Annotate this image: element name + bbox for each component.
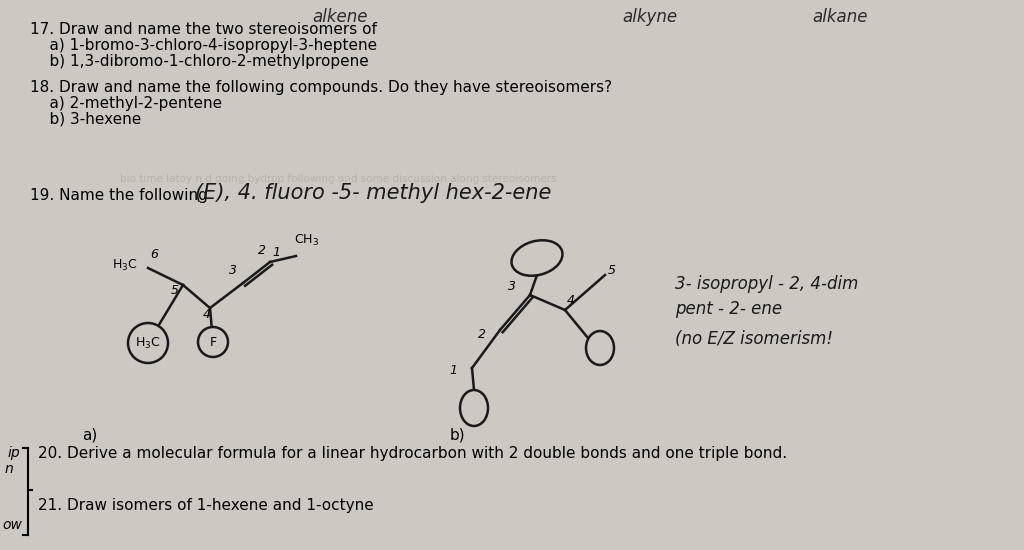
Text: b): b) xyxy=(450,428,466,443)
Text: H$_3$C: H$_3$C xyxy=(135,336,161,350)
Text: 2: 2 xyxy=(258,244,266,256)
Text: bio time latoy n d going hydrop following and some discussion along stereoisomer: bio time latoy n d going hydrop followin… xyxy=(120,174,556,184)
Text: H$_3$C: H$_3$C xyxy=(112,257,137,273)
Text: alkene: alkene xyxy=(312,8,368,26)
Text: b) 1,3-dibromo-1-chloro-2-methylpropene: b) 1,3-dibromo-1-chloro-2-methylpropene xyxy=(30,54,369,69)
Text: (E), 4. fluoro -5- methyl hex-2-ene: (E), 4. fluoro -5- methyl hex-2-ene xyxy=(195,183,551,203)
Text: 4: 4 xyxy=(203,309,211,322)
Text: 3- isopropyl - 2, 4-dim: 3- isopropyl - 2, 4-dim xyxy=(675,275,858,293)
Ellipse shape xyxy=(460,390,488,426)
Circle shape xyxy=(128,323,168,363)
Text: 3: 3 xyxy=(508,280,516,294)
Circle shape xyxy=(198,327,228,357)
Text: 1: 1 xyxy=(449,364,457,377)
Text: ip: ip xyxy=(8,446,20,460)
Text: pent - 2- ene: pent - 2- ene xyxy=(675,300,782,318)
Text: 18. Draw and name the following compounds. Do they have stereoisomers?: 18. Draw and name the following compound… xyxy=(30,80,612,95)
Text: b) 3-hexene: b) 3-hexene xyxy=(30,112,141,127)
Text: a) 2-methyl-2-pentene: a) 2-methyl-2-pentene xyxy=(30,96,222,111)
Text: alkyne: alkyne xyxy=(623,8,678,26)
Text: 17. Draw and name the two stereoisomers of: 17. Draw and name the two stereoisomers … xyxy=(30,22,377,37)
Ellipse shape xyxy=(512,240,562,276)
Text: alkane: alkane xyxy=(812,8,867,26)
Text: 20. Derive a molecular formula for a linear hydrocarbon with 2 double bonds and : 20. Derive a molecular formula for a lin… xyxy=(38,446,787,461)
Text: 3: 3 xyxy=(229,265,237,278)
Text: 21. Draw isomers of 1-hexene and 1-octyne: 21. Draw isomers of 1-hexene and 1-octyn… xyxy=(38,498,374,513)
Text: 4: 4 xyxy=(567,294,575,306)
Text: a): a) xyxy=(82,428,97,443)
Text: 2: 2 xyxy=(478,327,486,340)
Text: (no E/Z isomerism!: (no E/Z isomerism! xyxy=(675,330,833,348)
Text: 1: 1 xyxy=(272,245,280,258)
Ellipse shape xyxy=(586,331,614,365)
Text: CH$_3$: CH$_3$ xyxy=(294,233,319,248)
Text: n: n xyxy=(5,462,13,476)
Text: a) 1-bromo-3-chloro-4-isopropyl-3-heptene: a) 1-bromo-3-chloro-4-isopropyl-3-hepten… xyxy=(30,38,377,53)
Text: ow: ow xyxy=(2,518,22,532)
Text: 6: 6 xyxy=(150,248,158,261)
Text: F: F xyxy=(210,336,216,349)
Text: 19. Name the following: 19. Name the following xyxy=(30,188,208,203)
Text: 5: 5 xyxy=(608,263,616,277)
Text: 5: 5 xyxy=(171,284,179,298)
